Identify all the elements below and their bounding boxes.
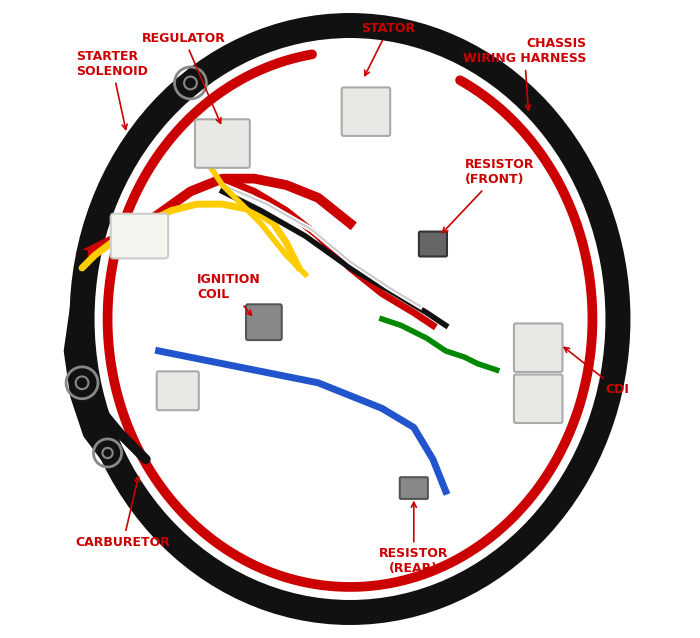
Text: CARBURETOR: CARBURETOR: [76, 477, 171, 549]
FancyBboxPatch shape: [157, 371, 199, 410]
Text: RESISTOR
(FRONT): RESISTOR (FRONT): [442, 158, 534, 233]
Text: STARTER
SOLENOID: STARTER SOLENOID: [76, 50, 148, 130]
FancyBboxPatch shape: [400, 477, 428, 499]
FancyBboxPatch shape: [514, 323, 563, 372]
FancyBboxPatch shape: [195, 119, 250, 168]
FancyBboxPatch shape: [514, 375, 563, 423]
FancyBboxPatch shape: [111, 214, 168, 258]
FancyBboxPatch shape: [246, 304, 281, 340]
Text: RESISTOR
(REAR): RESISTOR (REAR): [379, 502, 449, 575]
Text: IGNITION
COIL: IGNITION COIL: [197, 273, 260, 315]
Text: STATOR: STATOR: [361, 22, 415, 75]
Text: CHASSIS
WIRING HARNESS: CHASSIS WIRING HARNESS: [463, 37, 586, 110]
Text: REGULATOR: REGULATOR: [142, 32, 226, 123]
Text: CDI: CDI: [564, 348, 629, 396]
FancyBboxPatch shape: [342, 87, 390, 136]
FancyBboxPatch shape: [419, 232, 447, 256]
